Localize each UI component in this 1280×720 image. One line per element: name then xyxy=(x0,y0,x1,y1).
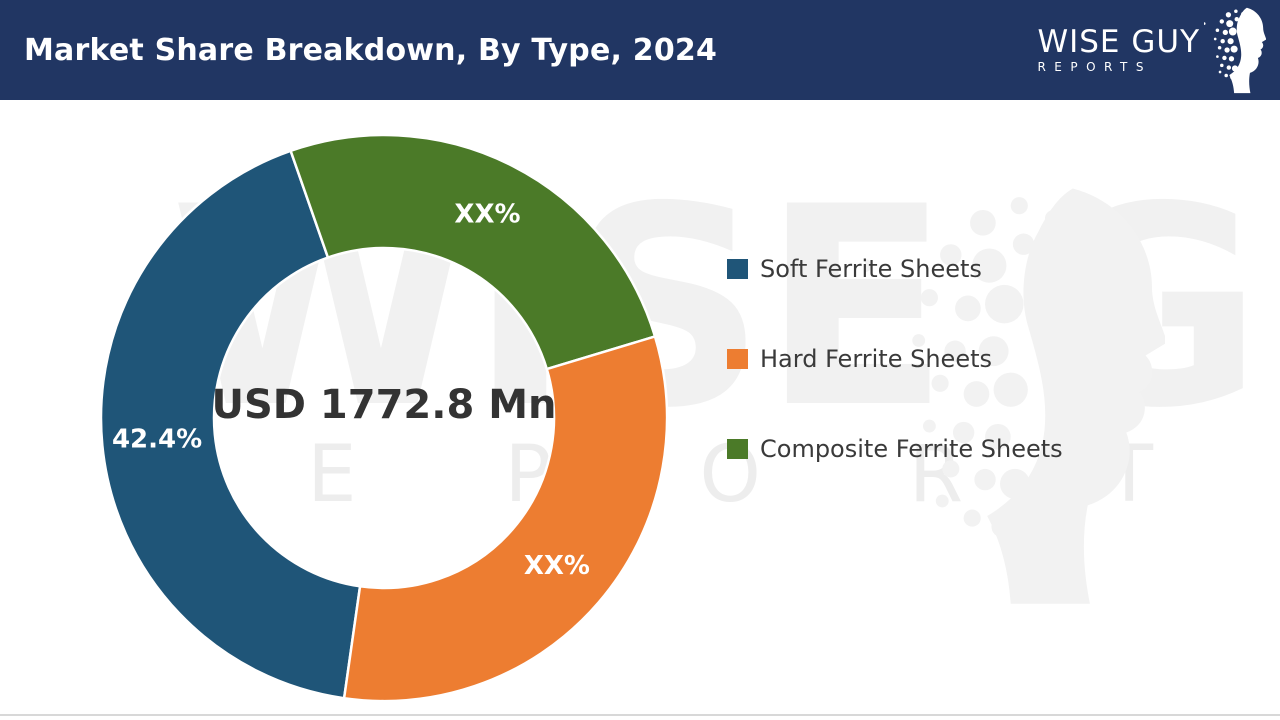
legend-item-hard-ferrite-sheets: Hard Ferrite Sheets xyxy=(727,344,1063,374)
legend-item-composite-ferrite-sheets: Composite Ferrite Sheets xyxy=(727,434,1063,464)
legend-label: Hard Ferrite Sheets xyxy=(760,345,992,373)
wise-guy-reports-logo: WISE GUY REPORTS xyxy=(1037,6,1266,94)
legend-label: Composite Ferrite Sheets xyxy=(760,435,1063,463)
logo-face-icon xyxy=(1204,7,1266,94)
segment-label-hard-ferrite-sheets: XX% xyxy=(524,551,590,581)
segment-label-composite-ferrite-sheets: XX% xyxy=(454,199,520,229)
legend-item-soft-ferrite-sheets: Soft Ferrite Sheets xyxy=(727,254,1063,284)
header-bar: Market Share Breakdown, By Type, 2024 WI… xyxy=(0,0,1280,100)
legend: Soft Ferrite Sheets Hard Ferrite Sheets Co… xyxy=(727,254,1063,524)
page-title: Market Share Breakdown, By Type, 2024 xyxy=(24,32,718,68)
bottom-divider xyxy=(0,714,1280,716)
legend-swatch-icon xyxy=(727,349,748,369)
legend-swatch-icon xyxy=(727,439,748,459)
logo-wordmark: WISE GUY xyxy=(1037,23,1200,60)
chart-area: WISE GUY REPORTS 42.4%XX%XX%USD 1772.8 M… xyxy=(0,100,1280,714)
segment-label-soft-ferrite-sheets: 42.4% xyxy=(112,425,202,455)
logo-text: WISE GUY REPORTS xyxy=(1037,26,1200,75)
legend-label: Soft Ferrite Sheets xyxy=(760,255,982,283)
logo-subtitle: REPORTS xyxy=(1037,60,1152,75)
legend-swatch-icon xyxy=(727,259,748,279)
donut-segment-soft-ferrite-sheets xyxy=(99,149,362,700)
donut-chart: 42.4% XX% XX% USD 1772.8 Mn xyxy=(99,133,669,703)
donut-segment-hard-ferrite-sheets xyxy=(342,335,669,703)
donut-center-value: USD 1772.8 Mn xyxy=(212,382,557,428)
donut-segment-composite-ferrite-sheets xyxy=(289,133,657,371)
